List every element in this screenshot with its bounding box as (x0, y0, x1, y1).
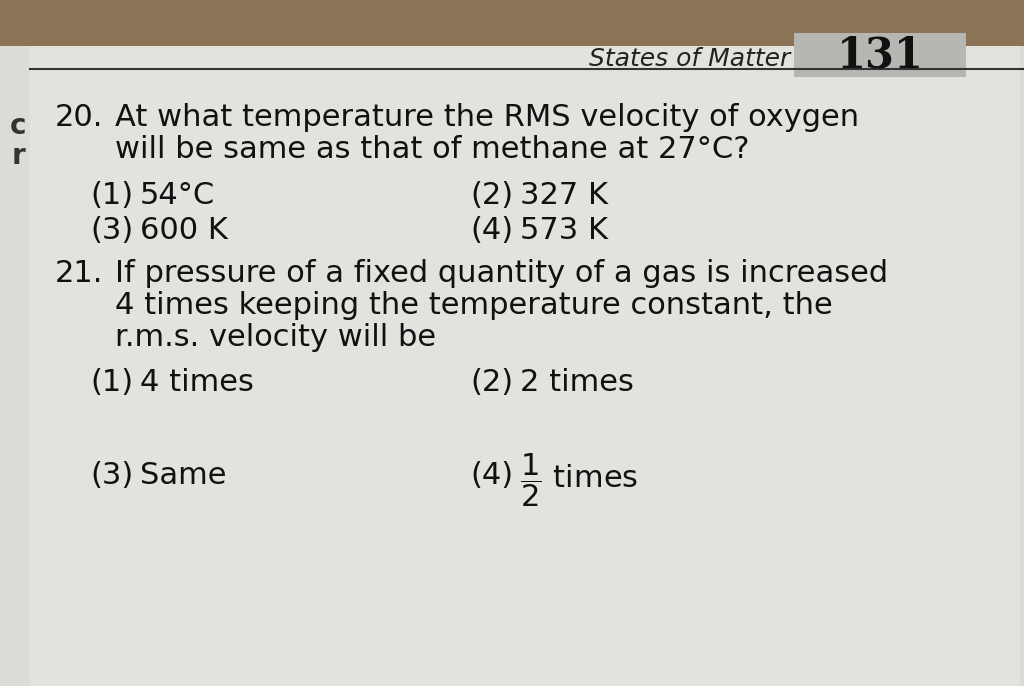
Text: 21.: 21. (55, 259, 103, 288)
Text: c: c (10, 112, 27, 140)
Text: At what temperature the RMS velocity of oxygen: At what temperature the RMS velocity of … (115, 103, 859, 132)
Text: (3): (3) (90, 216, 133, 245)
Text: (1): (1) (90, 181, 133, 210)
FancyBboxPatch shape (0, 0, 1024, 51)
Text: 2 times: 2 times (520, 368, 634, 397)
Text: 20.: 20. (55, 103, 103, 132)
Text: r: r (11, 142, 25, 170)
Text: 54°C: 54°C (140, 181, 215, 210)
FancyBboxPatch shape (30, 46, 1020, 686)
Text: (1): (1) (90, 368, 133, 397)
FancyBboxPatch shape (0, 46, 1024, 686)
Text: 573 K: 573 K (520, 216, 608, 245)
Text: 131: 131 (837, 34, 924, 76)
Text: 600 K: 600 K (140, 216, 228, 245)
Text: (2): (2) (470, 368, 513, 397)
FancyBboxPatch shape (794, 33, 966, 77)
Text: will be same as that of methane at 27°C?: will be same as that of methane at 27°C? (115, 135, 750, 164)
Text: (4): (4) (470, 216, 513, 245)
Text: (2): (2) (470, 181, 513, 210)
Text: r.m.s. velocity will be: r.m.s. velocity will be (115, 323, 436, 352)
Text: 4 times: 4 times (140, 368, 254, 397)
Text: $\dfrac{1}{2}$ times: $\dfrac{1}{2}$ times (520, 451, 638, 508)
Text: (4): (4) (470, 461, 513, 490)
Text: (3): (3) (90, 461, 133, 490)
Text: If pressure of a fixed quantity of a gas is increased: If pressure of a fixed quantity of a gas… (115, 259, 888, 288)
Text: States of Matter: States of Matter (589, 47, 790, 71)
Text: Same: Same (140, 461, 226, 490)
Text: 327 K: 327 K (520, 181, 608, 210)
Text: 4 times keeping the temperature constant, the: 4 times keeping the temperature constant… (115, 291, 833, 320)
